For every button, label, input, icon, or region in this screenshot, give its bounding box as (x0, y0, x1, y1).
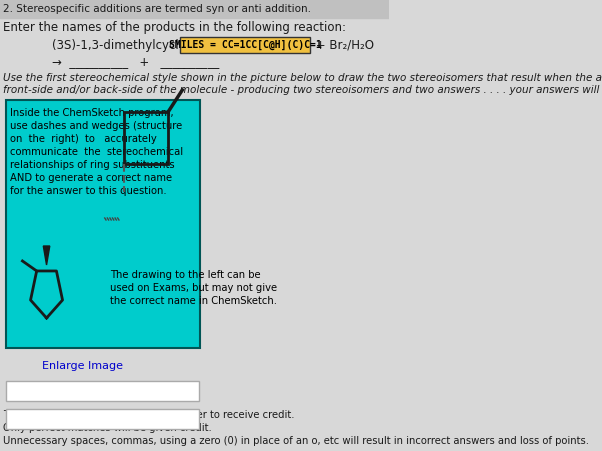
Text: Only perfect matches will be given credit.: Only perfect matches will be given credi… (3, 423, 212, 433)
Text: on  the  right)  to   accurately: on the right) to accurately (10, 134, 157, 144)
Text: exact: exact (57, 410, 87, 420)
Text: front-side and/or back-side of the molecule - producing two stereoisomers and tw: front-side and/or back-side of the molec… (3, 85, 602, 95)
Text: Use the first stereochemical style shown in the picture below to draw the two st: Use the first stereochemical style shown… (3, 73, 602, 83)
Text: 2. Stereospecific additions are termed syn or anti addition.: 2. Stereospecific additions are termed s… (3, 4, 311, 14)
Text: for the answer to this question.: for the answer to this question. (10, 186, 167, 196)
Text: used on Exams, but may not give: used on Exams, but may not give (110, 283, 277, 293)
Text: use dashes and wedges (structure: use dashes and wedges (structure (10, 121, 182, 131)
FancyBboxPatch shape (7, 100, 200, 348)
Text: Unnecessary spaces, commas, using a zero (0) in place of an o, etc will result i: Unnecessary spaces, commas, using a zero… (3, 436, 589, 446)
Text: Inside the ChemSketch program,: Inside the ChemSketch program, (10, 108, 174, 118)
FancyBboxPatch shape (181, 37, 309, 53)
Text: This question requires: This question requires (3, 410, 117, 420)
Text: →  __________   +   __________: → __________ + __________ (52, 55, 219, 69)
Text: communicate  the  stereochemical: communicate the stereochemical (10, 147, 184, 157)
Text: + Br₂/H₂O: + Br₂/H₂O (312, 38, 374, 51)
Text: keyboard input by the user to receive credit.: keyboard input by the user to receive cr… (69, 410, 294, 420)
Text: (3S)-1,3-dimethylcyclopentene: (3S)-1,3-dimethylcyclopentene (52, 38, 235, 51)
Text: Enlarge Image: Enlarge Image (42, 361, 123, 371)
Polygon shape (43, 246, 50, 265)
Text: Enter the names of the products in the following reaction:: Enter the names of the products in the f… (3, 22, 346, 34)
Text: SMILES = CC=1CC[C@H](C)C=1: SMILES = CC=1CC[C@H](C)C=1 (169, 40, 321, 50)
FancyBboxPatch shape (7, 381, 199, 401)
Text: AND to generate a correct name: AND to generate a correct name (10, 173, 172, 183)
Text: The drawing to the left can be: The drawing to the left can be (110, 270, 261, 280)
Bar (0, 0, 389, 18)
Text: the correct name in ChemSketch.: the correct name in ChemSketch. (110, 296, 277, 306)
Bar (124, 112, 168, 164)
Text: relationships of ring substituents: relationships of ring substituents (10, 160, 175, 170)
FancyBboxPatch shape (7, 409, 199, 429)
